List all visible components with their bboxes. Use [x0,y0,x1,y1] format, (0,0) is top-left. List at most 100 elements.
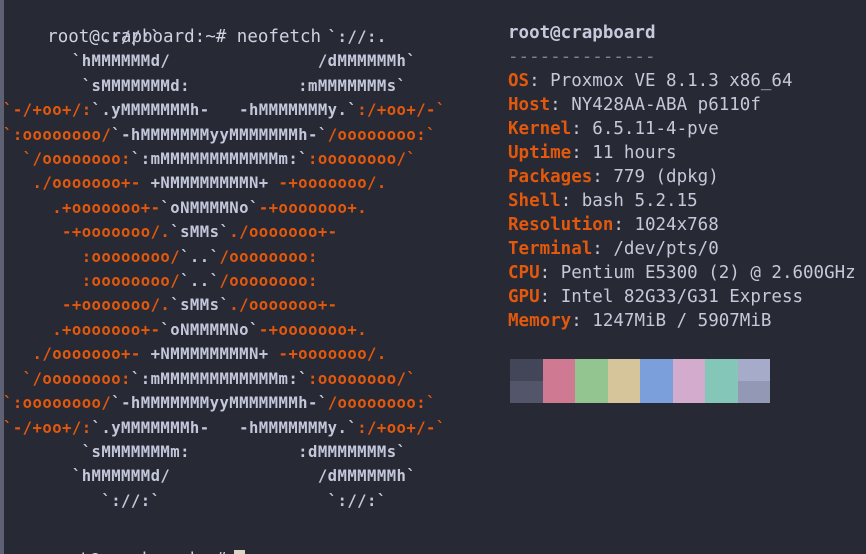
info-key: GPU [508,287,540,307]
ascii-segment-orange: `:oooooooo/ [3,125,112,144]
proxmox-logo-ascii-art: .://:` `://:. `hMMMMMMd/ /dMMMMMMh` `sMM… [3,25,446,513]
ascii-segment-orange: :oooooooo/ [3,247,181,266]
palette-swatch-normal-2 [575,359,608,381]
ascii-segment-orange: /oooooooo: [219,247,318,266]
ascii-segment-light: `.yMMMMMMMh- -hMMMMMMMy.` [91,101,358,120]
ascii-segment-light: +NMMMMMMMMN+ [140,174,279,193]
palette-swatch-bright-2 [575,381,608,403]
info-value: 6.5.11-4-pve [592,119,719,139]
palette-swatch-bright-7 [737,381,770,403]
ascii-segment-orange: ./ooooooo+- [3,345,141,364]
info-separator: : [592,167,614,187]
info-separator: : [571,311,593,331]
neofetch-info-panel: root@crapboard -------------- OS: Proxmo… [508,21,856,333]
palette-swatch-normal-5 [672,359,705,381]
ascii-art-line: `:oooooooo/`-hMMMMMMMyyMMMMMMMh-`/oooooo… [3,391,446,415]
ascii-segment-light: `-hMMMMMMMyyMMMMMMMh-` [111,125,328,144]
info-key: OS [508,71,530,91]
info-value: NY428AA-ABA p6110f [571,95,761,115]
ascii-art-line: `sMMMMMMMd: :mMMMMMMMs` [3,74,446,98]
ascii-art-line: ./ooooooo+- +NMMMMMMMMN+ -+ooooooo/. [3,342,446,366]
ascii-art-line: `-/+oo+/:`.yMMMMMMMh- -hMMMMMMMy.`:/+oo+… [3,98,446,122]
ascii-segment-light: `sMMMMMMMm: :dMMMMMMMs` [3,442,407,461]
info-row-gpu: GPU: Intel 82G33/G31 Express [508,285,856,309]
info-separator-rule: -------------- [508,47,656,67]
info-key: Terminal [508,239,593,259]
palette-row-normal [510,359,770,381]
ascii-segment-orange: .+ooooooo+- [3,198,161,217]
info-row-list: OS: Proxmox VE 8.1.3 x86_64 Host: NY428AA… [508,69,856,333]
info-value: 1024x768 [634,215,719,235]
ascii-segment-orange: :/+oo+/-` [357,101,446,120]
ascii-segment-orange: ./ooooooo+- [229,296,338,315]
palette-swatch-bright-3 [607,381,640,403]
ascii-art-line: `sMMMMMMMm: :dMMMMMMMs` [3,440,446,464]
info-separator: : [592,239,614,259]
palette-swatch-normal-6 [705,359,738,381]
ascii-art-line: ./ooooooo+- +NMMMMMMMMN+ -+ooooooo/. [3,171,446,195]
info-value: 1247MiB / 5907MiB [592,311,772,331]
ascii-segment-light: `://:` `://:` [3,491,387,510]
info-row-memory: Memory: 1247MiB / 5907MiB [508,309,856,333]
ascii-segment-light: `hMMMMMMd/ /dMMMMMMh` [3,467,417,486]
ascii-art-line: -+ooooooo/.`sMMs`./ooooooo+- [3,220,446,244]
palette-swatch-normal-0 [510,359,543,381]
info-separator: : [529,71,551,91]
ascii-segment-light: `hMMMMMMd/ /dMMMMMMh` [3,52,417,71]
ascii-segment-orange: `-/+oo+/: [3,418,92,437]
ascii-segment-light: `.yMMMMMMMh- -hMMMMMMMy.` [91,418,358,437]
ascii-segment-orange: -+ooooooo+. [258,198,368,217]
info-row-host: Host: NY428AA-ABA p6110f [508,93,856,117]
ascii-segment-orange: :/+oo+/-` [357,418,446,437]
info-row-terminal: Terminal: /dev/pts/0 [508,237,856,261]
palette-swatch-bright-0 [510,381,543,403]
ascii-segment-light: `sMMs` [170,296,230,315]
ascii-segment-orange: -+ooooooo/. [278,345,387,364]
ascii-segment-orange: -+ooooooo/. [3,223,171,242]
terminal-left-rail [0,0,4,554]
ascii-art-line: :oooooooo/`..`/oooooooo: [3,245,446,269]
ascii-art-line: -+ooooooo/.`sMMs`./ooooooo+- [3,293,446,317]
info-key: Host [508,95,551,115]
ascii-segment-orange: ./ooooooo+- [3,174,141,193]
color-palette-swatches [510,359,770,403]
ascii-art-line: `://:` `://:` [3,489,446,513]
ascii-segment-orange: :oooooooo/` [308,150,417,169]
ascii-segment-light: `:mMMMMMMMMMMMMm:` [130,150,308,169]
info-key: CPU [508,263,540,283]
info-separator: : [571,143,593,163]
prompt-line-bottom[interactable]: root@crapboard:~# [5,524,246,554]
ascii-art-line: .+ooooooo+-`oNMMMMNo`-+ooooooo+. [3,196,446,220]
ascii-segment-light: `sMMMMMMMd: :mMMMMMMMs` [3,76,407,95]
ascii-art-line: `hMMMMMMd/ /dMMMMMMh` [3,464,446,488]
info-key: Packages [508,167,593,187]
ascii-art-line: :oooooooo/`..`/oooooooo: [3,269,446,293]
ascii-art-line: `/oooooooo:`:mMMMMMMMMMMMMm:`:oooooooo/` [3,367,446,391]
info-title: root@crapboard [508,23,656,43]
info-key: Resolution [508,215,614,235]
info-separator: : [560,191,582,211]
ascii-segment-orange: `-/+oo+/: [3,101,92,120]
info-row-os: OS: Proxmox VE 8.1.3 x86_64 [508,69,856,93]
ascii-segment-orange: /oooooooo:` [327,125,436,144]
ascii-segment-orange: -+ooooooo/. [278,174,387,193]
info-row-cpu: CPU: Pentium E5300 (2) @ 2.600GHz [508,261,856,285]
ascii-art-line: .+ooooooo+-`oNMMMMNo`-+ooooooo+. [3,318,446,342]
text-cursor[interactable] [234,550,246,554]
ascii-segment-orange: :oooooooo/` [308,369,417,388]
palette-swatch-bright-6 [705,381,738,403]
palette-swatch-bright-5 [672,381,705,403]
info-row-packages: Packages: 779 (dpkg) [508,165,856,189]
palette-row-bright [510,381,770,403]
info-separator: : [571,119,593,139]
info-separator: : [539,263,561,283]
ascii-segment-light: `-hMMMMMMMyyMMMMMMMh-` [111,394,328,413]
info-key: Uptime [508,143,572,163]
palette-swatch-bright-4 [640,381,673,403]
ascii-art-line: `:oooooooo/`-hMMMMMMMyyMMMMMMMh-`/oooooo… [3,123,446,147]
info-value: bash 5.2.15 [581,191,698,211]
ascii-segment-light: `..` [180,272,220,291]
palette-swatch-normal-3 [607,359,640,381]
ascii-segment-light: +NMMMMMMMMN+ [140,345,279,364]
